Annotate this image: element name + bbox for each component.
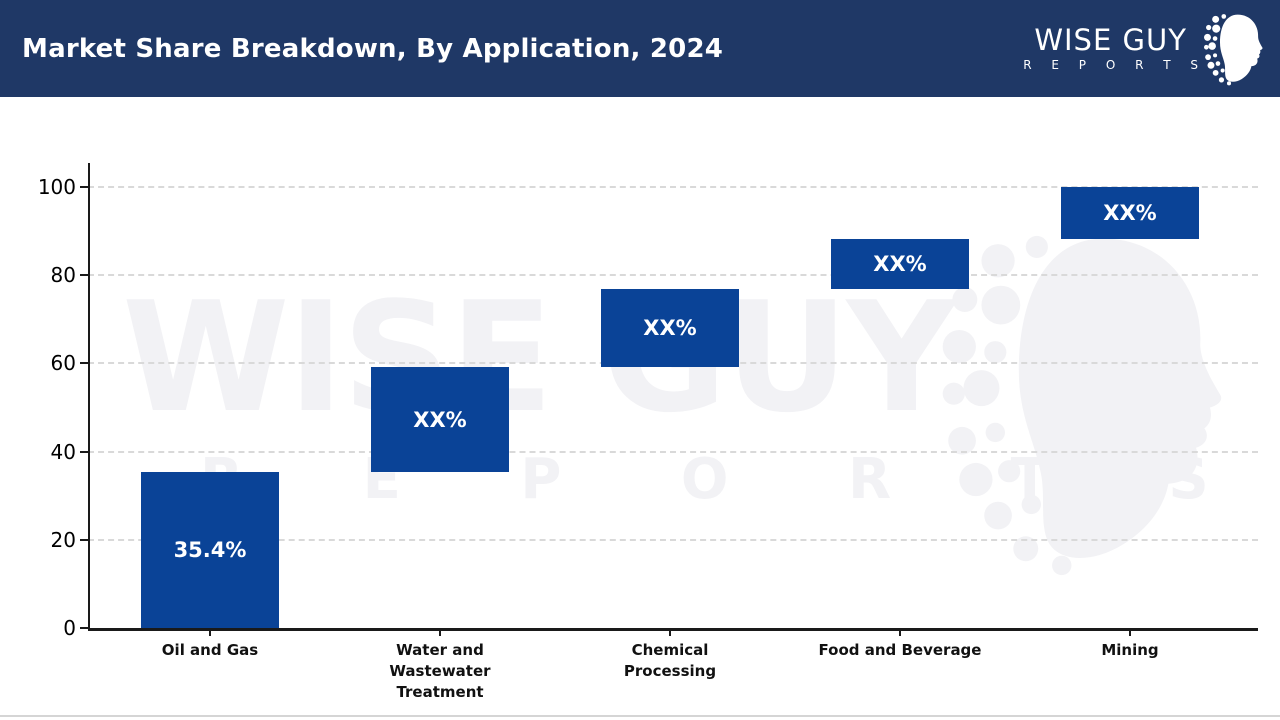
x-category-label-2: Chemical Processing <box>555 640 785 682</box>
x-category-label-line: Water and <box>396 641 484 659</box>
bar-value-label: XX% <box>1103 200 1157 225</box>
y-tick-100 <box>80 186 88 188</box>
y-tick-40 <box>80 450 88 453</box>
x-category-label-line: Treatment <box>396 683 484 701</box>
x-category-label-3: Food and Beverage <box>785 640 1015 661</box>
bar-chemical-processing: XX% <box>601 288 739 368</box>
x-category-label-line: Wastewater <box>389 662 491 680</box>
x-axis <box>88 628 1258 631</box>
y-tick-label-60: 60 <box>50 351 76 376</box>
x-category-label-line: Chemical <box>631 641 709 659</box>
x-category-label-4: Mining <box>1015 640 1245 661</box>
y-tick-0 <box>80 627 88 629</box>
logo-head-icon <box>1204 13 1263 85</box>
bar-mining: XX% <box>1061 187 1199 239</box>
y-tick-80 <box>80 274 88 277</box>
bottom-divider <box>0 715 1280 717</box>
bar-food-and-beverage: XX% <box>831 238 969 289</box>
header: Market Share Breakdown, By Application, … <box>0 0 1280 97</box>
gridline-80 <box>88 274 1258 277</box>
x-tick-0 <box>209 628 211 636</box>
x-tick-4 <box>1129 628 1131 636</box>
wise-guy-logo: WISE GUY R E P O R T S <box>1019 0 1268 97</box>
logo-name: WISE GUY <box>1034 23 1187 57</box>
logo-subtitle: R E P O R T S <box>1023 58 1206 72</box>
bar-value-label: 35.4% <box>173 537 247 562</box>
x-category-label-line: Processing <box>623 662 717 680</box>
x-tick-2 <box>669 628 671 636</box>
x-category-label-0: Oil and Gas <box>95 640 325 661</box>
y-tick-label-100: 100 <box>37 175 76 199</box>
logo-wordmark: WISE GUY R E P O R T S <box>1019 23 1202 72</box>
gridline-100 <box>88 186 1258 188</box>
bar-value-label: XX% <box>873 251 927 276</box>
x-category-label-line: Oil and Gas <box>161 641 259 659</box>
y-tick-20 <box>80 538 88 541</box>
y-tick-label-20: 20 <box>50 527 76 552</box>
x-category-label-line: Mining <box>1101 641 1159 659</box>
x-tick-1 <box>439 628 441 636</box>
bar-oil-and-gas: 35.4% <box>141 471 279 628</box>
y-tick-label-40: 40 <box>50 439 76 464</box>
x-tick-3 <box>899 628 901 636</box>
gridline-40 <box>88 450 1258 453</box>
bar-value-label: XX% <box>413 407 467 432</box>
y-axis <box>88 163 90 630</box>
y-tick-60 <box>80 362 88 365</box>
y-tick-label-80: 80 <box>50 263 76 288</box>
gridline-20 <box>88 538 1258 541</box>
bar-water-and-wastewater-treatment: XX% <box>371 367 509 472</box>
x-category-label-line: Food and Beverage <box>818 641 982 659</box>
chart-title: Market Share Breakdown, By Application, … <box>22 33 724 64</box>
bar-value-label: XX% <box>643 316 697 341</box>
x-category-label-1: Water and Wastewater Treatment <box>325 640 555 703</box>
y-tick-label-0: 0 <box>63 616 76 640</box>
